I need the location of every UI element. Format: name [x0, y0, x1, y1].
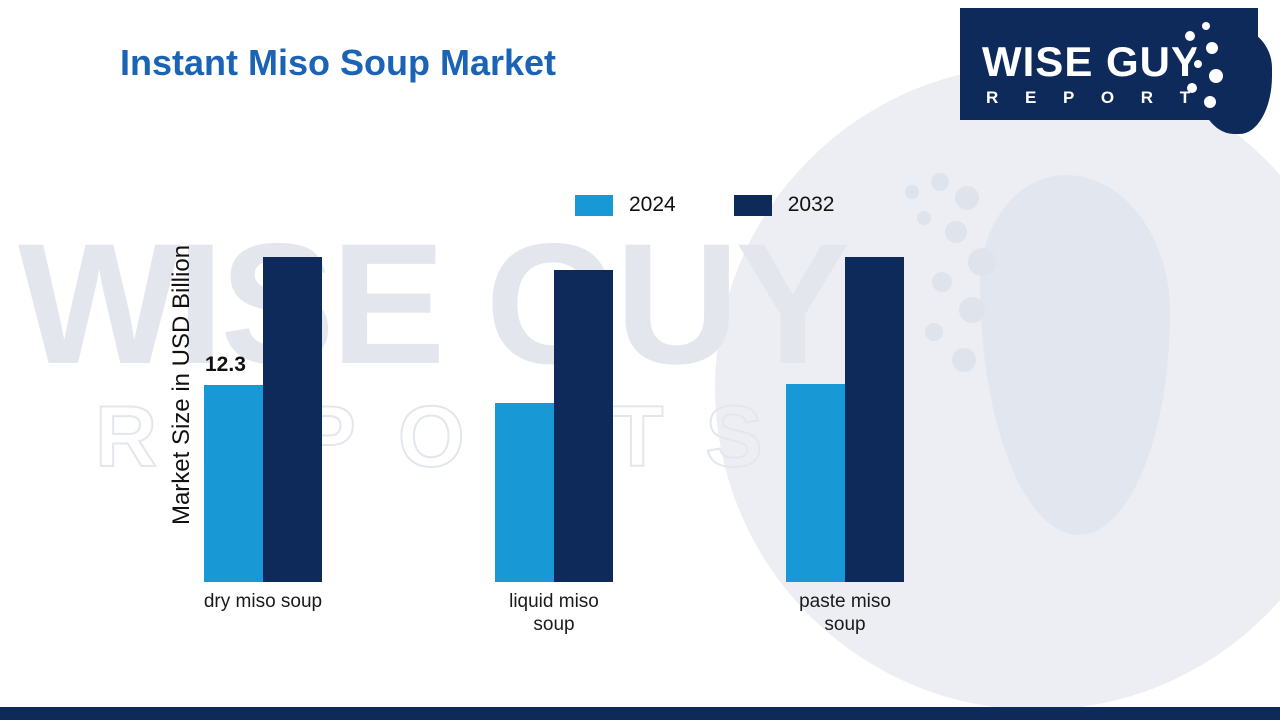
category-label-liquid-miso-soup: liquid miso soup	[509, 591, 599, 635]
watermark-dots	[905, 185, 919, 199]
bar-group-1	[204, 257, 322, 582]
legend-swatch-2032	[733, 194, 772, 216]
legend-item-2032: 2032	[733, 193, 835, 217]
legend-label-2024: 2024	[629, 193, 676, 216]
wiseguy-logo: WISE GUY R E P O R T S	[960, 8, 1272, 134]
bar-2032-dry-miso-soup	[263, 257, 322, 582]
logo-text-reports: R E P O R T S	[986, 88, 1240, 107]
bar-2032-paste-miso-soup	[845, 257, 904, 582]
legend-swatch-2024	[575, 194, 613, 216]
category-label-paste-miso-soup: paste miso soup	[799, 591, 891, 635]
legend-item-2024: 2024	[575, 193, 676, 217]
logo-text-wiseguy: WISE GUY	[982, 38, 1201, 85]
bar-2024-liquid-miso-soup	[495, 403, 554, 582]
logo-head-icon	[1194, 26, 1272, 134]
bar-2024-paste-miso-soup	[786, 384, 845, 582]
category-label-dry-miso-soup: dry miso soup	[203, 591, 323, 612]
logo-dots-icon	[1202, 22, 1210, 30]
footer-bar	[0, 707, 1280, 720]
bar-2032-liquid-miso-soup	[554, 270, 613, 582]
bar-group-3	[786, 257, 904, 582]
bar-2024-dry-miso-soup	[204, 385, 263, 582]
page-title: Instant Miso Soup Market	[120, 42, 557, 83]
watermark-text-wiseguy: WISE GUY	[18, 208, 850, 400]
bar-group-2	[495, 270, 613, 582]
chart-legend: 2024 2032	[575, 193, 834, 217]
legend-label-2032: 2032	[787, 193, 835, 216]
bar-value-label: 12.3	[205, 353, 246, 376]
